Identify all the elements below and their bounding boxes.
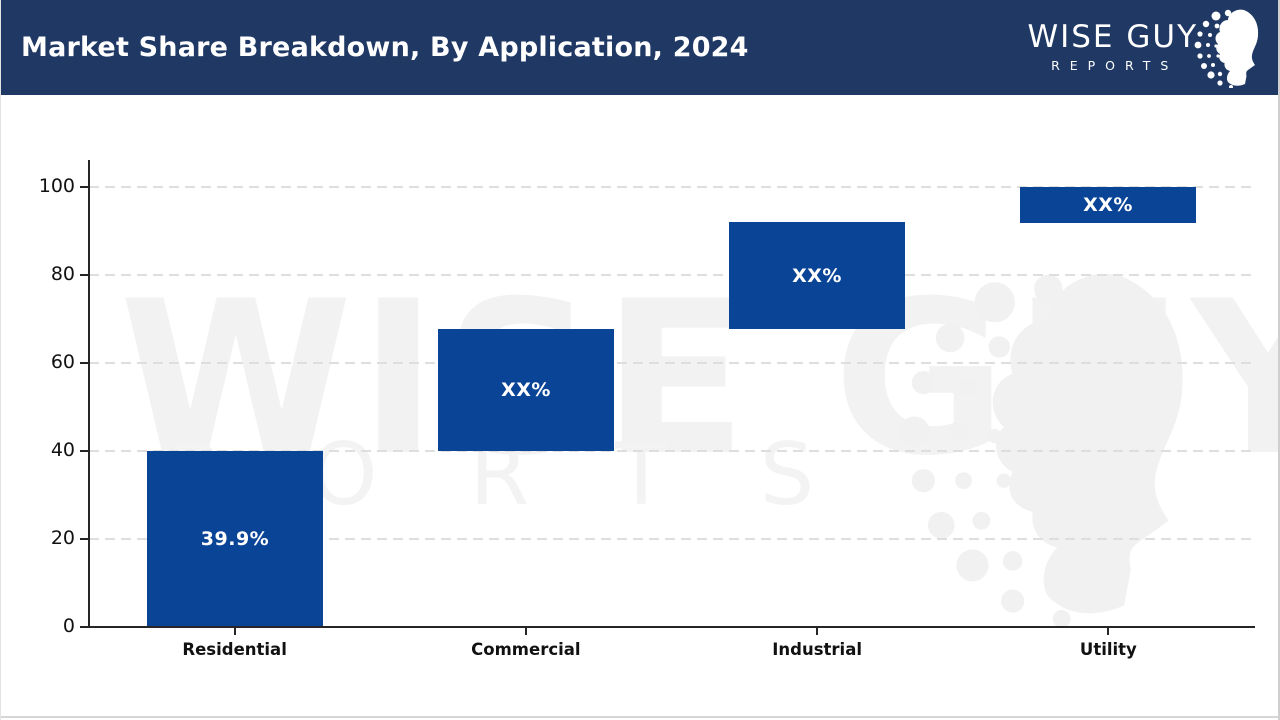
logo-text: WISE GUY REPORTS bbox=[1027, 19, 1198, 74]
x-tick-mark-utility bbox=[1107, 628, 1110, 635]
x-tick-mark-commercial bbox=[524, 628, 527, 635]
bar-utility: XX% bbox=[1020, 187, 1196, 223]
bar-value-label: XX% bbox=[1083, 194, 1133, 216]
x-axis-label-utility: Utility bbox=[1079, 640, 1137, 659]
wise-guy-reports-logo: WISE GUY REPORTS bbox=[1027, 8, 1260, 88]
bar-commercial: XX% bbox=[438, 329, 614, 451]
x-axis-label-residential: Residential bbox=[182, 640, 287, 659]
header-band: Market Share Breakdown, By Application, … bbox=[1, 0, 1278, 95]
gridline-100 bbox=[89, 185, 1254, 188]
x-axis-label-commercial: Commercial bbox=[471, 640, 581, 659]
y-tick-label: 60 bbox=[50, 350, 75, 373]
gridline-20 bbox=[89, 537, 1254, 540]
bar-industrial: XX% bbox=[729, 222, 905, 329]
y-tick-mark-60 bbox=[80, 361, 88, 364]
y-tick-label: 100 bbox=[38, 174, 75, 197]
y-tick-mark-0 bbox=[80, 626, 88, 628]
gridline-60 bbox=[89, 361, 1254, 364]
y-axis-line bbox=[88, 160, 90, 628]
logo-wordmark: WISE GUY bbox=[1027, 19, 1198, 55]
y-tick-label: 0 bbox=[62, 615, 75, 637]
gridline-40 bbox=[89, 449, 1254, 452]
bar-value-label: 39.9% bbox=[200, 528, 270, 550]
gridline-80 bbox=[89, 273, 1254, 276]
chart-title: Market Share Breakdown, By Application, … bbox=[21, 32, 749, 63]
dotted-head-icon bbox=[1194, 9, 1259, 88]
y-tick-mark-20 bbox=[80, 537, 88, 540]
x-axis-label-industrial: Industrial bbox=[772, 640, 862, 659]
x-tick-mark-residential bbox=[233, 628, 236, 635]
y-tick-mark-80 bbox=[80, 273, 88, 276]
y-tick-mark-40 bbox=[80, 449, 88, 452]
logo-subtext: REPORTS bbox=[1051, 58, 1179, 73]
bar-value-label: XX% bbox=[501, 379, 551, 401]
x-tick-mark-industrial bbox=[816, 628, 819, 635]
bar-value-label: XX% bbox=[792, 264, 842, 287]
y-tick-label: 20 bbox=[50, 526, 75, 549]
bottom-border-line bbox=[1, 716, 1278, 718]
y-tick-mark-100 bbox=[80, 185, 88, 188]
bar-residential: 39.9% bbox=[147, 451, 323, 627]
y-tick-label: 80 bbox=[50, 262, 75, 285]
y-tick-label: 40 bbox=[50, 438, 75, 461]
x-axis-line bbox=[88, 626, 1255, 628]
